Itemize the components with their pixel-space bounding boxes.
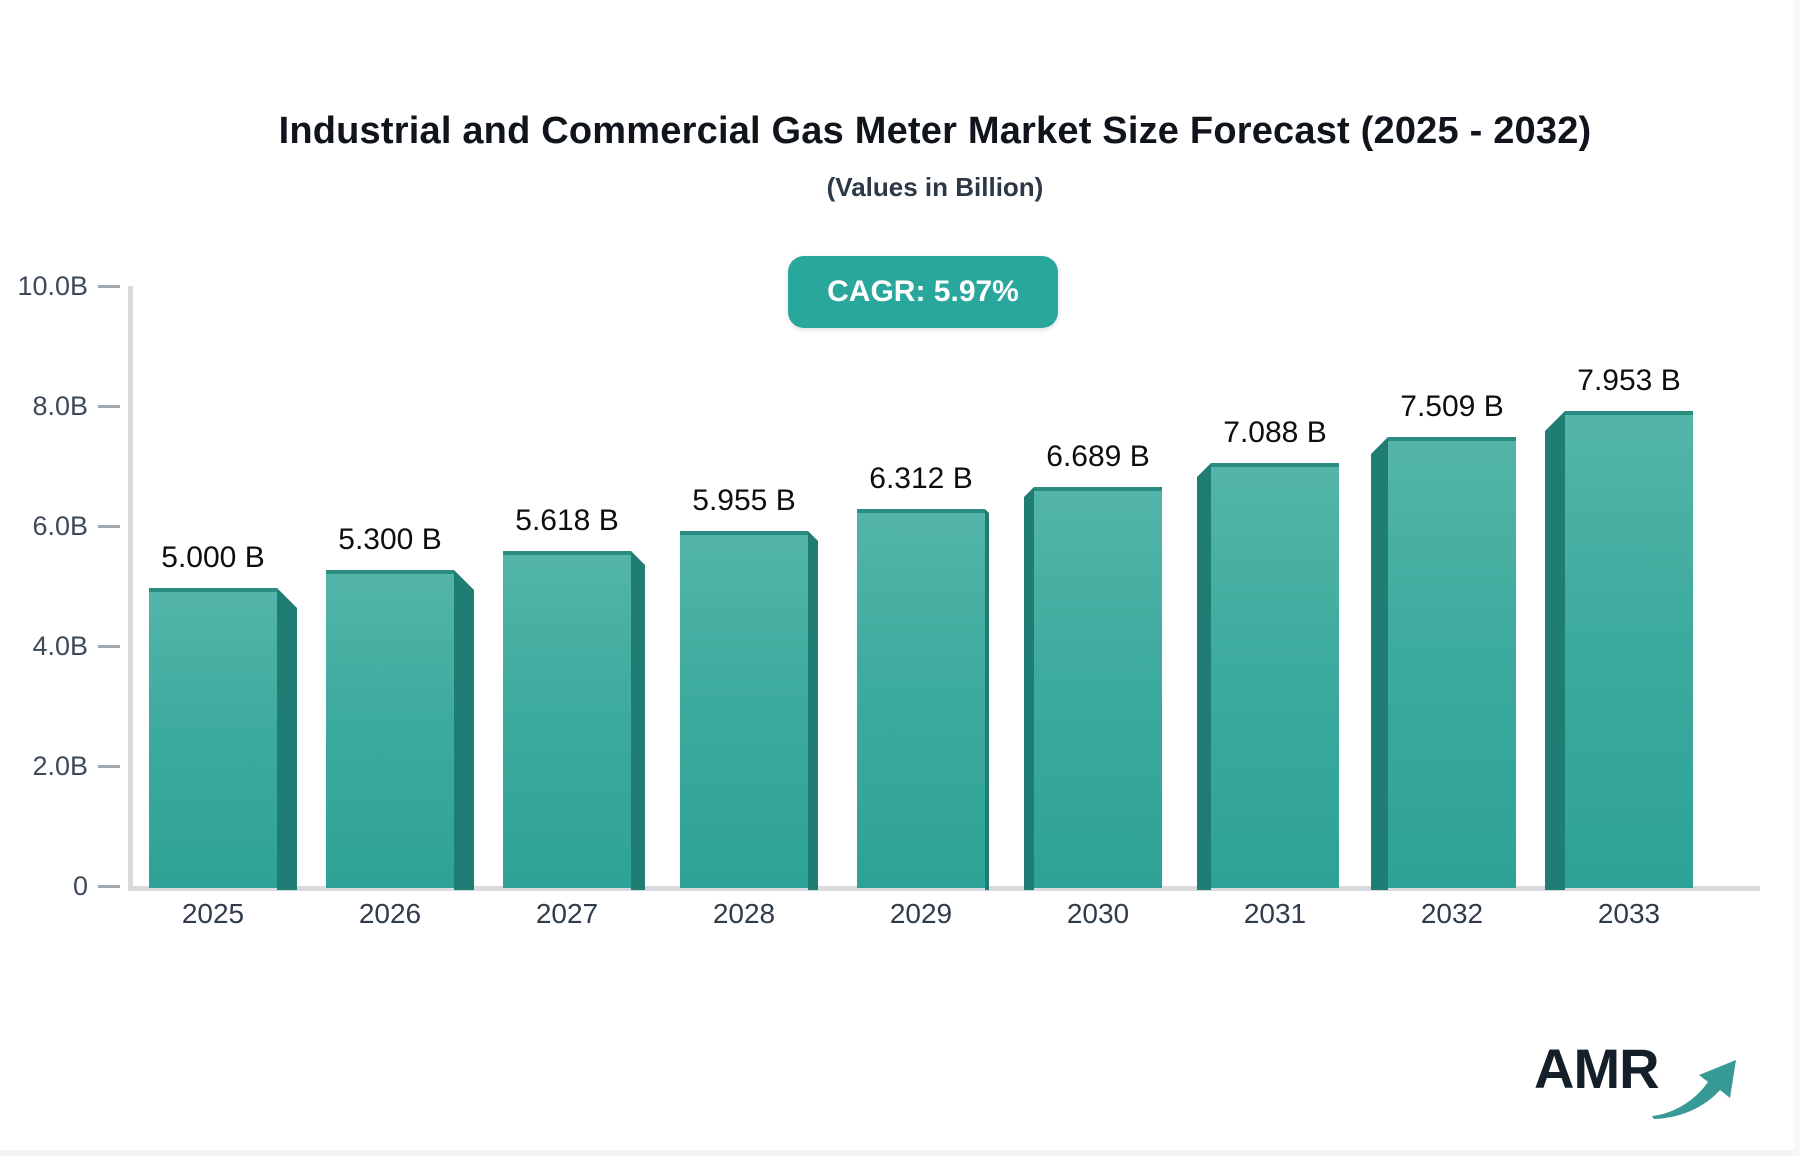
y-axis-tick-label: 2.0B bbox=[32, 751, 88, 781]
bar-2033 bbox=[1565, 411, 1693, 888]
x-axis-label-2030: 2030 bbox=[1066, 898, 1130, 929]
page-bottom-edge bbox=[0, 1150, 1800, 1156]
y-axis-tick-label: 10.0B bbox=[17, 271, 88, 301]
y-axis-tick bbox=[98, 405, 120, 408]
chart-title: Industrial and Commercial Gas Meter Mark… bbox=[278, 110, 1592, 152]
y-axis-tick bbox=[98, 885, 120, 888]
x-axis-label-2033: 2033 bbox=[1597, 898, 1661, 929]
x-axis-label-2027: 2027 bbox=[535, 898, 599, 929]
bar-3d-side bbox=[1197, 463, 1211, 890]
y-axis-tick-label: 4.0B bbox=[32, 631, 88, 661]
bar-2028 bbox=[680, 531, 808, 888]
bar-3d-side bbox=[808, 531, 818, 890]
bar-2025 bbox=[149, 588, 277, 888]
x-axis-label-2025: 2025 bbox=[181, 898, 245, 929]
bar-value-label: 7.088 B bbox=[1223, 416, 1327, 449]
bar-2032 bbox=[1388, 437, 1516, 888]
bar-value-label: 6.689 B bbox=[1046, 440, 1150, 473]
bar-value-label: 5.955 B bbox=[692, 484, 796, 517]
bar-3d-side bbox=[1371, 437, 1388, 890]
bar-2029 bbox=[857, 509, 985, 888]
bar-3d-side bbox=[1545, 411, 1565, 890]
bar-2027 bbox=[503, 551, 631, 888]
page-right-edge bbox=[1794, 0, 1800, 1156]
y-axis-tick-label: 0 bbox=[72, 871, 88, 901]
bar-2030 bbox=[1034, 487, 1162, 888]
bar-3d-side bbox=[454, 570, 474, 890]
y-axis-tick-label: 8.0B bbox=[32, 391, 88, 421]
bar-3d-side bbox=[277, 588, 297, 890]
growth-arrow-icon bbox=[1652, 1060, 1736, 1119]
bar-value-label: 5.618 B bbox=[515, 504, 619, 537]
bar-value-label: 7.509 B bbox=[1400, 390, 1504, 423]
bar-value-label: 6.312 B bbox=[869, 462, 973, 495]
x-axis-label-2026: 2026 bbox=[358, 898, 422, 929]
y-axis-tick bbox=[98, 285, 120, 288]
cagr-badge: CAGR: 5.97% bbox=[788, 256, 1058, 328]
y-axis-tick bbox=[98, 765, 120, 768]
bar-3d-side bbox=[631, 551, 645, 890]
amr-logo: AMR bbox=[1534, 1036, 1764, 1126]
bar-3d-side bbox=[985, 509, 989, 890]
bar-2026 bbox=[326, 570, 454, 888]
x-axis-label-2028: 2028 bbox=[712, 898, 776, 929]
bar-3d-side bbox=[1024, 487, 1034, 890]
y-axis-line bbox=[128, 286, 133, 890]
y-axis-tick-label: 6.0B bbox=[32, 511, 88, 541]
y-axis-tick bbox=[98, 525, 120, 528]
bar-2031 bbox=[1211, 463, 1339, 888]
x-axis-label-2031: 2031 bbox=[1243, 898, 1307, 929]
chart-subtitle: (Values in Billion) bbox=[826, 172, 1044, 202]
bar-value-label: 5.000 B bbox=[161, 541, 265, 574]
y-axis-tick bbox=[98, 645, 120, 648]
bar-value-label: 7.953 B bbox=[1577, 364, 1681, 397]
bar-value-label: 5.300 B bbox=[338, 523, 442, 556]
amr-logo-text: AMR bbox=[1534, 1037, 1660, 1100]
x-axis-label-2032: 2032 bbox=[1420, 898, 1484, 929]
x-axis-label-2029: 2029 bbox=[889, 898, 953, 929]
x-axis-baseline bbox=[128, 886, 1760, 891]
